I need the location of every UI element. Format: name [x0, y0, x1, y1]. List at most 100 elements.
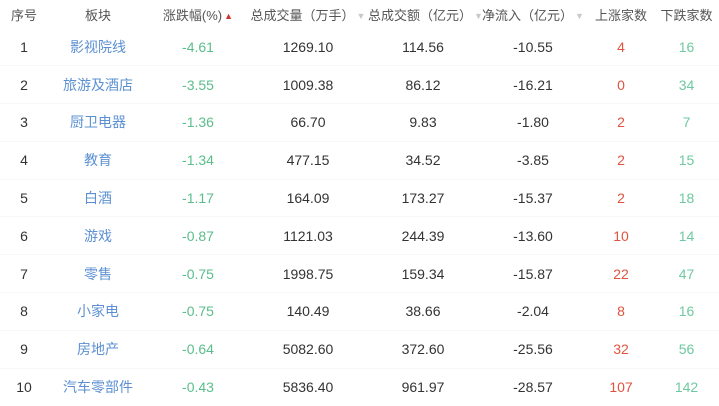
- table-body: 1 影视院线 -4.61 1269.10 114.56 -10.55 4 16 2 旅游及酒店 -3…: [0, 28, 719, 406]
- table-row: 8 小家电 -0.75 140.49 38.66 -2.04 8 16: [0, 293, 719, 331]
- row-rank: 3: [20, 114, 28, 131]
- volume-value: 164.09: [286, 190, 330, 207]
- sort-up-icon: ▲: [224, 10, 234, 21]
- net-inflow-value: -10.55: [513, 38, 553, 55]
- table-row: 4 教育 -1.34 477.15 34.52 -3.85 2 15: [0, 141, 719, 180]
- sector-cell: 房地产: [48, 330, 148, 368]
- rising-count: 2: [617, 190, 625, 207]
- turnover-value: 86.12: [405, 76, 441, 93]
- sector-cell: 小家电: [48, 293, 148, 331]
- sector-link[interactable]: 汽车零部件: [63, 379, 133, 396]
- sector-link[interactable]: 厨卫电器: [70, 114, 126, 131]
- sector-cell: 影视院线: [48, 28, 148, 66]
- turnover-value: 38.66: [405, 303, 441, 320]
- sector-cell: 厨卫电器: [48, 104, 148, 142]
- col-header-turnover[interactable]: 总成交额（亿元） ▼: [368, 0, 483, 28]
- rising-count: 32: [613, 341, 629, 358]
- sector-cell: 零售: [48, 255, 148, 293]
- change-value: -1.34: [182, 152, 214, 169]
- row-rank: 4: [20, 152, 28, 169]
- col-header-rank-label: 序号: [10, 7, 37, 23]
- falling-count: 142: [674, 379, 699, 396]
- volume-value: 5836.40: [282, 379, 334, 396]
- rising-count: 22: [613, 265, 629, 282]
- sector-link[interactable]: 白酒: [84, 190, 112, 207]
- sector-link[interactable]: 零售: [84, 265, 112, 282]
- falling-count: 56: [678, 341, 695, 358]
- falling-count: 47: [678, 265, 695, 282]
- col-header-net-inflow[interactable]: 净流入（亿元） ▼: [478, 0, 588, 28]
- col-header-volume[interactable]: 总成交量（万手） ▼: [248, 0, 368, 28]
- net-inflow-value: -2.04: [517, 303, 549, 320]
- sector-link[interactable]: 旅游及酒店: [63, 76, 133, 93]
- change-value: -1.36: [182, 114, 214, 131]
- rising-count: 4: [617, 38, 625, 55]
- table-row: 10 汽车零部件 -0.43 5836.40 961.97 -28.57 107 142: [0, 368, 719, 406]
- net-inflow-value: -13.60: [513, 227, 553, 244]
- sector-link[interactable]: 教育: [84, 152, 112, 169]
- col-header-change[interactable]: 涨跌幅(%) ▲: [148, 0, 248, 28]
- sector-cell: 教育: [48, 141, 148, 179]
- turnover-value: 244.39: [401, 227, 445, 244]
- volume-value: 66.70: [290, 114, 326, 131]
- net-inflow-value: -28.57: [513, 379, 553, 396]
- rising-count: 0: [617, 76, 625, 93]
- col-header-falling-label: 下跌家数: [660, 7, 713, 23]
- net-inflow-value: -15.87: [513, 265, 553, 282]
- sector-cell: 游戏: [48, 217, 148, 255]
- rising-count: 10: [613, 227, 629, 244]
- turnover-value: 961.97: [401, 379, 445, 396]
- row-rank: 6: [20, 227, 28, 244]
- sector-link[interactable]: 影视院线: [70, 38, 126, 55]
- row-rank: 5: [20, 190, 28, 207]
- sector-link[interactable]: 小家电: [77, 303, 119, 320]
- change-value: -1.17: [182, 190, 214, 207]
- change-value: -0.43: [182, 379, 214, 396]
- table-row: 7 零售 -0.75 1998.75 159.34 -15.87 22 47: [0, 255, 719, 293]
- sector-link[interactable]: 房地产: [77, 341, 119, 358]
- turnover-value: 372.60: [401, 341, 445, 358]
- sector-cell: 旅游及酒店: [48, 66, 148, 104]
- col-header-turnover-label: 总成交额（亿元）: [368, 7, 473, 23]
- turnover-value: 34.52: [405, 152, 441, 169]
- turnover-value: 173.27: [401, 190, 445, 207]
- falling-count: 14: [678, 227, 695, 244]
- col-header-net-inflow-label: 净流入（亿元）: [482, 7, 574, 23]
- volume-value: 477.15: [286, 152, 330, 169]
- turnover-value: 114.56: [402, 38, 444, 55]
- sector-cell: 汽车零部件: [48, 368, 148, 406]
- net-inflow-value: -16.21: [513, 76, 553, 93]
- row-rank: 9: [20, 341, 28, 358]
- falling-count: 18: [678, 190, 695, 207]
- col-header-sector: 板块: [48, 0, 148, 28]
- net-inflow-value: -3.85: [517, 152, 549, 169]
- volume-value: 1009.38: [282, 76, 334, 93]
- rising-count: 2: [617, 152, 625, 169]
- net-inflow-value: -25.56: [513, 341, 553, 358]
- change-value: -0.87: [182, 227, 214, 244]
- col-header-rank: 序号: [0, 0, 48, 28]
- row-rank: 10: [16, 379, 32, 396]
- falling-count: 16: [678, 38, 695, 55]
- col-header-rising: 上涨家数: [588, 0, 654, 28]
- table-header-row: 序号 板块 涨跌幅(%) ▲ 总成交量（万手） ▼ 总成交额（亿元） ▼ 净流入（亿元…: [0, 0, 719, 28]
- net-inflow-value: -1.80: [517, 114, 549, 131]
- falling-count: 7: [682, 114, 691, 131]
- col-header-volume-label: 总成交量（万手）: [250, 7, 355, 23]
- sort-down-icon: ▼: [356, 10, 366, 21]
- sort-down-icon: ▼: [474, 10, 483, 21]
- volume-value: 1269.10: [282, 38, 334, 55]
- col-header-change-label: 涨跌幅(%): [162, 7, 223, 23]
- falling-count: 16: [678, 303, 695, 320]
- change-value: -0.75: [182, 265, 214, 282]
- table-row: 6 游戏 -0.87 1121.03 244.39 -13.60 10 14: [0, 217, 719, 255]
- col-header-rising-label: 上涨家数: [594, 7, 647, 23]
- table-row: 9 房地产 -0.64 5082.60 372.60 -25.56 32 56: [0, 330, 719, 369]
- volume-value: 1121.03: [283, 227, 333, 244]
- change-value: -3.55: [182, 76, 214, 93]
- row-rank: 7: [20, 265, 28, 282]
- net-inflow-value: -15.37: [513, 190, 553, 207]
- sector-link[interactable]: 游戏: [84, 227, 112, 244]
